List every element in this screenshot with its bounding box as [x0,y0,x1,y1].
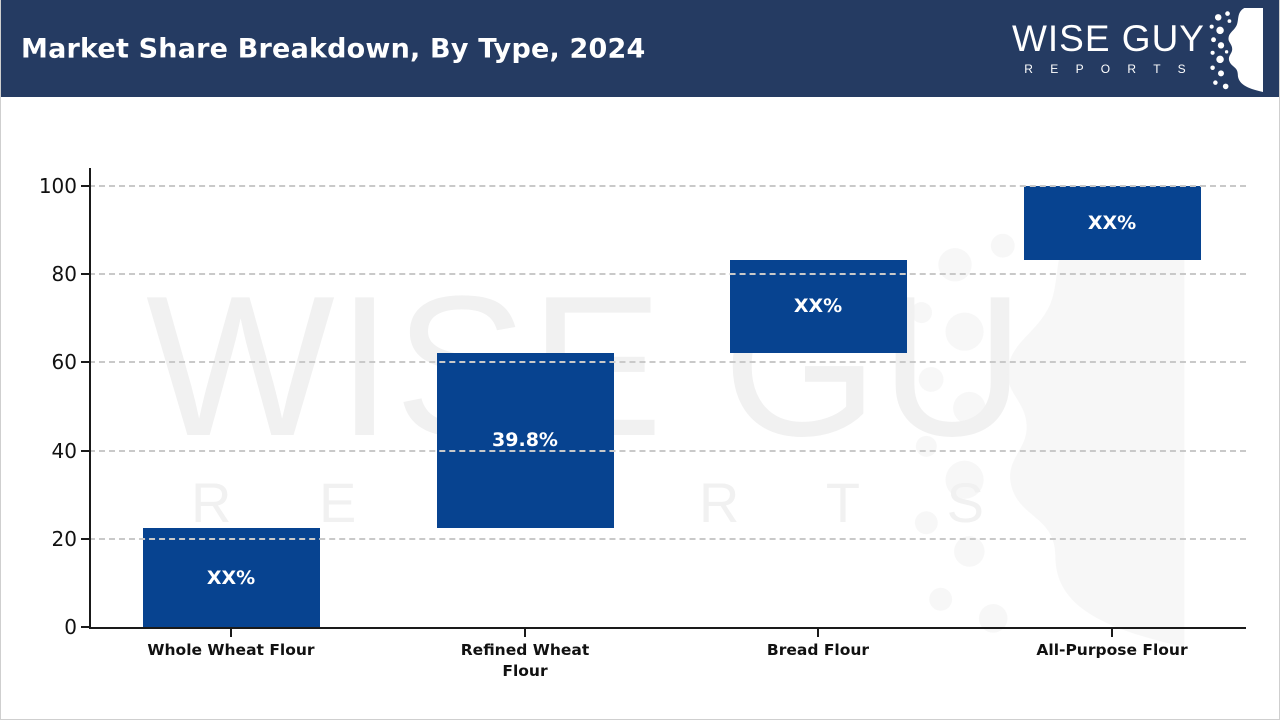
bar-value-label-refined-wheat-flour: 39.8% [492,429,558,452]
x-tick-whole-wheat-flour [230,629,232,637]
chart-title: Market Share Breakdown, By Type, 2024 [21,33,646,64]
x-tick-refined-wheat-flour [524,629,526,637]
x-category-text-bread-flour: Bread Flour [766,641,870,659]
y-tick-100 [81,185,89,187]
y-tick-0 [81,626,89,628]
bar-value-label-whole-wheat-flour: XX% [206,566,256,589]
gridline-80 [89,273,1246,276]
x-category-text-all-purpose-flour: All-Purpose Flour [1036,641,1188,659]
wise-guy-reports-logo: WISE GUY R E P O R T S [1012,6,1267,92]
y-axis-line [89,168,91,629]
bar-all-purpose-flour [1023,186,1201,261]
y-tick-label-40: 40 [51,438,77,463]
x-category-label-whole-wheat-flour: Whole Wheat Flour [111,640,351,661]
bar-bread-flour [729,260,907,353]
x-category-label-bread-flour: Bread Flour [698,640,938,661]
x-category-label-all-purpose-flour: All-Purpose Flour [992,640,1232,661]
watermark-face-icon [911,217,1185,647]
header-banner: Market Share Breakdown, By Type, 2024 WI… [1,0,1279,97]
x-category-text-whole-wheat-flour: Whole Wheat Flour [147,641,315,659]
y-tick-label-20: 20 [51,526,77,551]
y-tick-label-80: 80 [51,262,77,287]
y-tick-80 [81,273,89,276]
y-tick-60 [81,361,89,364]
y-tick-20 [81,537,89,540]
gridline-40 [89,449,1246,452]
x-axis-line [89,627,1246,629]
y-tick-40 [81,449,89,452]
bar-value-label-all-purpose-flour: XX% [1087,212,1137,235]
gridline-100 [89,185,1246,187]
chart-canvas: WISE GU R E P O R T S 020406080100XX%39.… [1,97,1279,719]
logo-tagline: R E P O R T S [1024,61,1193,76]
gridline-20 [89,537,1246,540]
bar-value-label-bread-flour: XX% [793,295,843,318]
y-tick-label-0: 0 [64,615,77,639]
gridline-60 [89,361,1246,364]
y-tick-label-100: 100 [38,174,77,198]
y-tick-label-60: 60 [51,350,77,375]
logo-name: WISE GUY [1011,18,1205,59]
logo-text: WISE GUY R E P O R T S [1011,18,1205,76]
x-tick-bread-flour [817,629,819,637]
bar-refined-wheat-flour [436,352,614,529]
x-category-label-refined-wheat-flour: Refined Wheat Flour [405,640,645,682]
face-profile-icon [1209,8,1263,92]
bar-whole-wheat-flour [142,528,320,627]
x-tick-all-purpose-flour [1111,629,1113,637]
x-category-text-refined-wheat-flour: Refined Wheat Flour [460,641,590,680]
